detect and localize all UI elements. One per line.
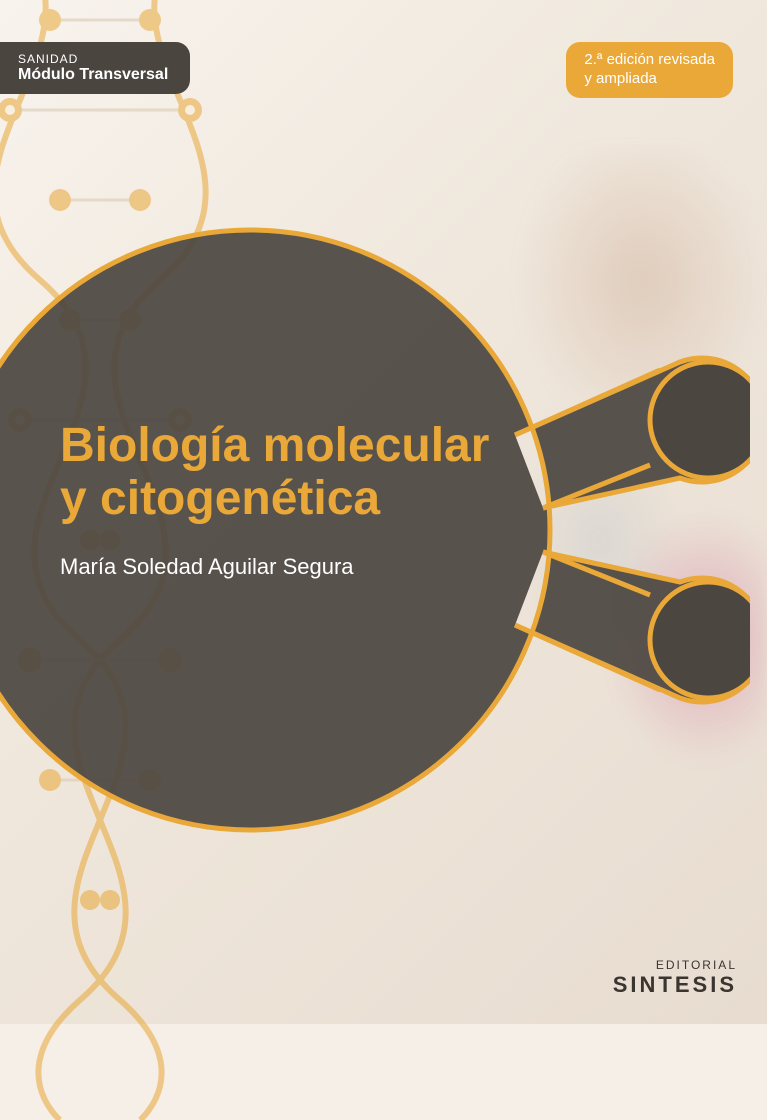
title-block: Biología molecular y citogenética María … [60, 420, 520, 580]
publisher-name: SINTESIS [613, 972, 737, 998]
title-line2: y citogenética [60, 473, 520, 526]
publisher-label: EDITORIAL [613, 958, 737, 972]
edition-badge: 2.ª edición revisada y ampliada [566, 42, 733, 98]
title-line1: Biología molecular [60, 420, 520, 473]
publisher-block: EDITORIAL SINTESIS [613, 958, 737, 998]
author-name: María Soledad Aguilar Segura [60, 554, 520, 580]
edition-line2: y ampliada [584, 70, 715, 89]
edition-line1: 2.ª edición revisada [584, 51, 715, 70]
series-category: SANIDAD [18, 52, 168, 66]
book-title: Biología molecular y citogenética [60, 420, 520, 526]
series-badge: SANIDAD Módulo Transversal [0, 42, 190, 94]
book-cover: SANIDAD Módulo Transversal 2.ª edición r… [0, 0, 767, 1024]
series-module: Módulo Transversal [18, 66, 168, 84]
